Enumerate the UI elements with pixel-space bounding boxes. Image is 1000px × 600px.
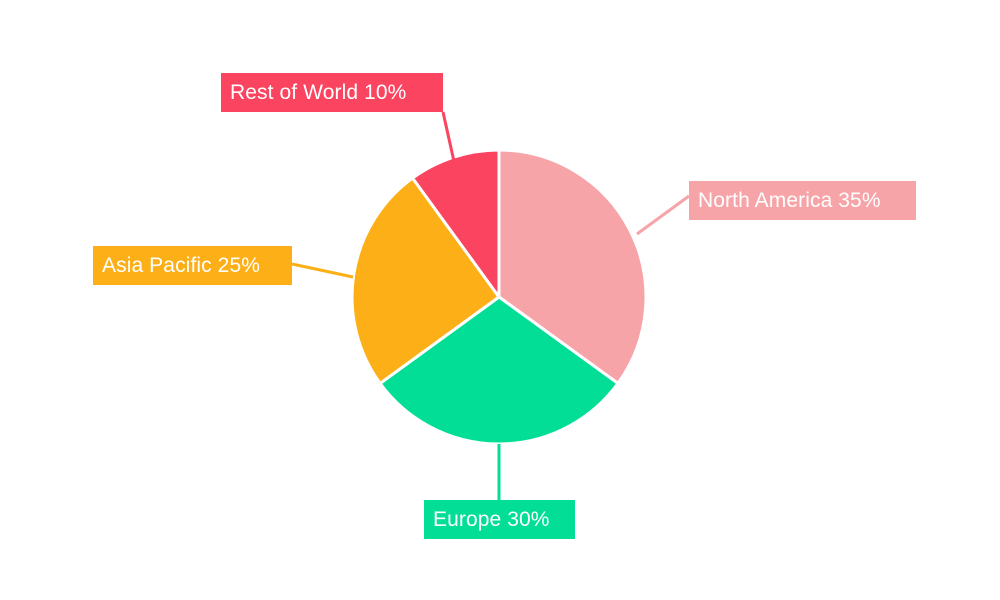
pie-slice-asia-pacific[interactable] <box>350 176 501 385</box>
pie-label-rest-of-world-text: Rest of World 10% <box>230 81 407 104</box>
pie-label-asia-pacific-text: Asia Pacific 25% <box>102 254 261 277</box>
pie-label-asia-pacific[interactable]: Asia Pacific 25% <box>93 246 292 285</box>
pie-label-europe[interactable]: Europe 30% <box>424 500 575 539</box>
pie-slice-north-america[interactable] <box>497 148 648 385</box>
pie-label-north-america-text: North America 35% <box>698 189 881 212</box>
pie-slices-group <box>350 148 648 446</box>
pie-label-rest-of-world[interactable]: Rest of World 10% <box>221 73 443 112</box>
leader-line-asia-pacific <box>291 262 354 279</box>
pie-label-north-america[interactable]: North America 35% <box>689 181 916 220</box>
leader-line-rest-of-world <box>441 111 457 167</box>
pie-label-europe-text: Europe 30% <box>433 508 550 531</box>
leader-lines-group <box>291 111 690 500</box>
leader-line-north-america <box>636 194 690 236</box>
